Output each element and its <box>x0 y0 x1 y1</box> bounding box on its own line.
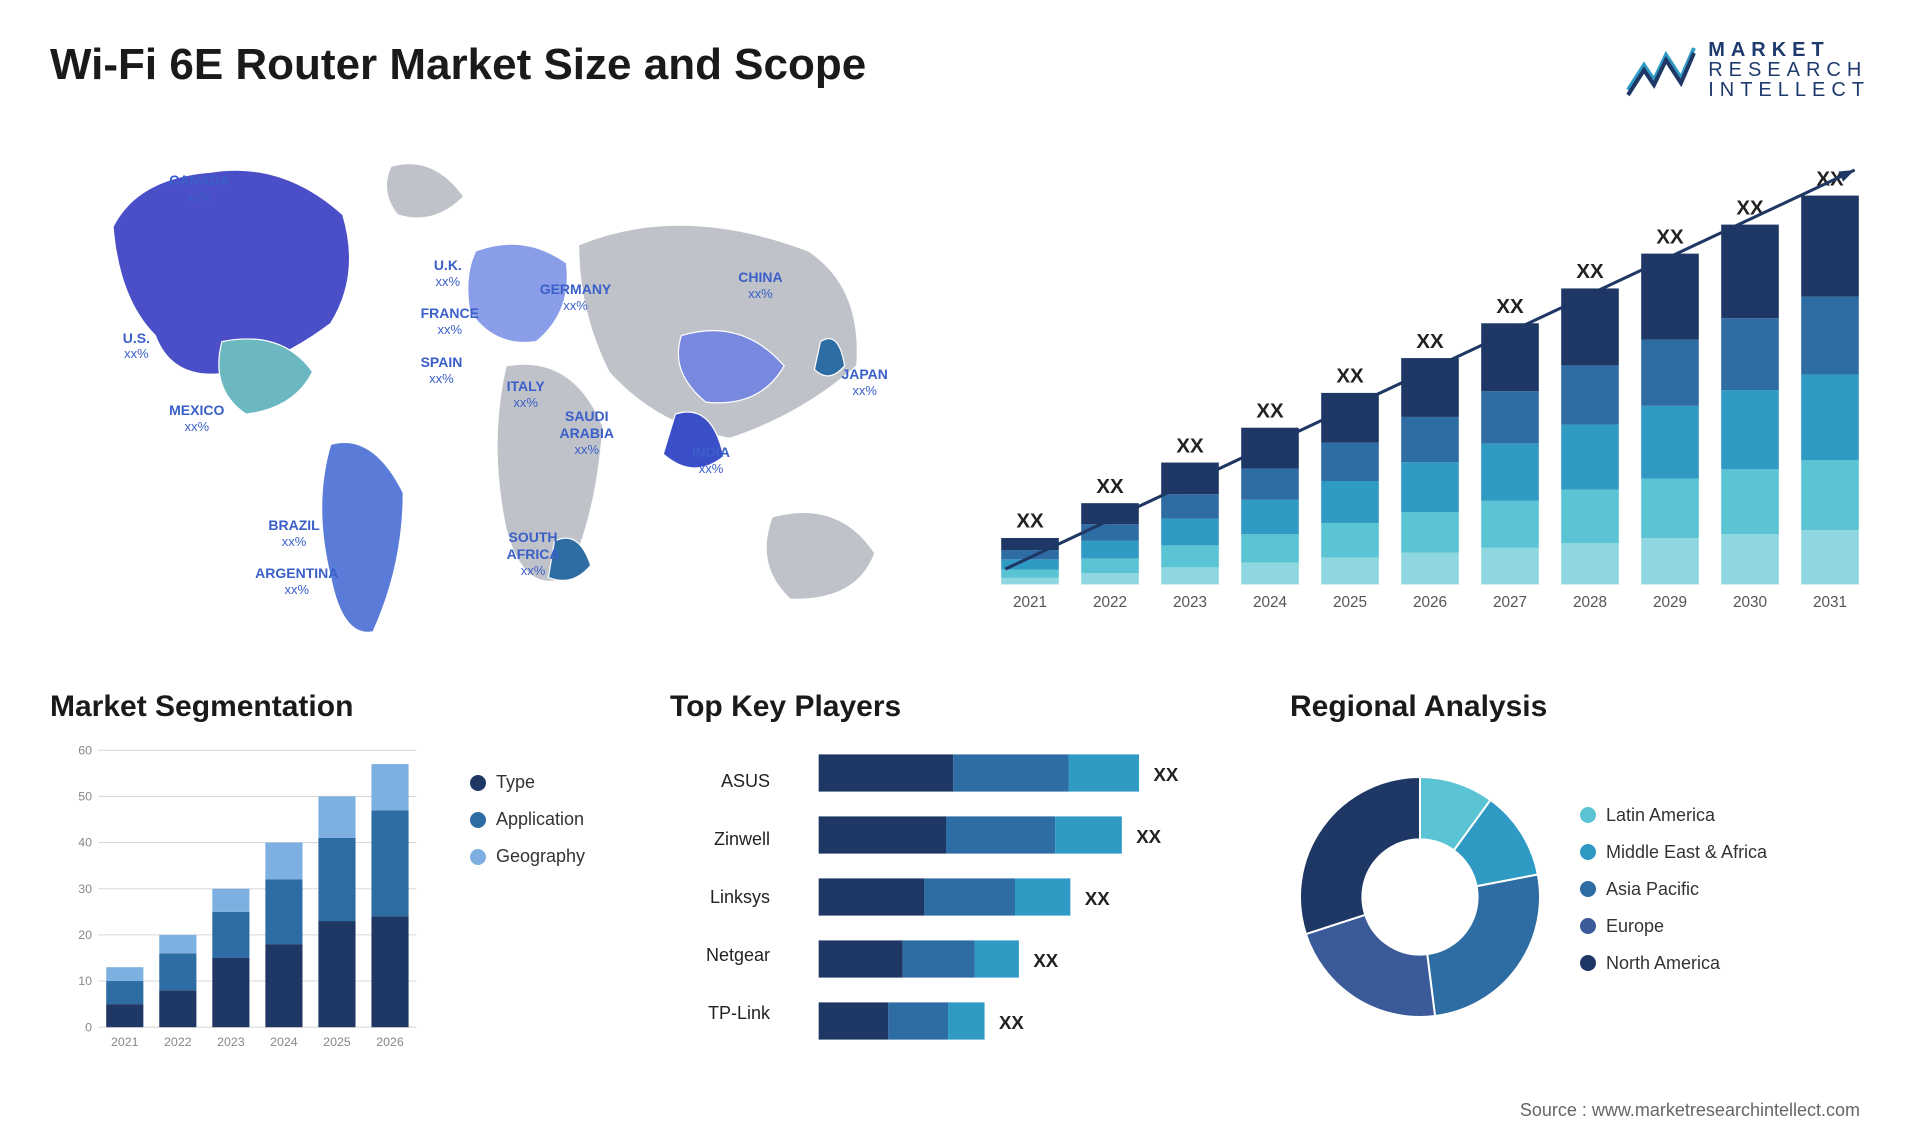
regional-title: Regional Analysis <box>1290 690 1870 724</box>
svg-text:XX: XX <box>1416 330 1444 353</box>
svg-text:2023: 2023 <box>1173 594 1207 611</box>
svg-text:2026: 2026 <box>376 1035 404 1049</box>
svg-text:2022: 2022 <box>1093 594 1127 611</box>
map-label: SAUDIARABIAxx% <box>560 408 614 457</box>
svg-text:2023: 2023 <box>217 1035 245 1049</box>
svg-text:XX: XX <box>1176 434 1204 457</box>
forecast-chart: XX 2021 XX 2022 XX 2023 XX 2024 XX 2025 XX 2026 XX 20… <box>990 130 1870 650</box>
svg-text:XX: XX <box>999 1012 1024 1033</box>
players-labels: ASUS Zinwell Linksys Netgear TP-Link <box>670 742 780 1052</box>
svg-text:2029: 2029 <box>1653 594 1687 611</box>
map-label: GERMANYxx% <box>540 281 612 313</box>
world-map <box>50 130 950 650</box>
svg-text:20: 20 <box>78 928 92 942</box>
svg-text:XX: XX <box>1136 826 1161 847</box>
map-label: CHINAxx% <box>738 269 782 301</box>
map-label: U.S.xx% <box>123 330 150 362</box>
svg-text:2022: 2022 <box>164 1035 192 1049</box>
players-title: Top Key Players <box>670 690 1250 724</box>
player-label: Linksys <box>710 887 770 908</box>
legend-item: Europe <box>1580 916 1767 937</box>
svg-text:30: 30 <box>78 882 92 896</box>
svg-text:2027: 2027 <box>1493 594 1527 611</box>
svg-text:2025: 2025 <box>1333 594 1367 611</box>
players-chart: XX XX XX XX XX <box>780 742 1250 1052</box>
regional-legend: Latin America Middle East & Africa Asia Pa… <box>1580 805 1767 990</box>
segmentation-panel: Market Segmentation 0 10 20 30 40 50 60 2021 202… <box>50 690 630 1070</box>
svg-text:2024: 2024 <box>270 1035 298 1049</box>
logo: MARKET RESEARCH INTELLECT <box>1626 40 1870 100</box>
svg-text:0: 0 <box>85 1020 92 1034</box>
svg-text:2025: 2025 <box>323 1035 351 1049</box>
svg-text:XX: XX <box>1096 475 1124 498</box>
svg-text:2021: 2021 <box>111 1035 139 1049</box>
player-label: ASUS <box>721 771 770 792</box>
legend-item: Application <box>470 809 630 830</box>
segmentation-title: Market Segmentation <box>50 690 630 724</box>
map-label: SOUTHAFRICAxx% <box>507 529 560 578</box>
legend-item: Middle East & Africa <box>1580 842 1767 863</box>
map-label: CANADAxx% <box>169 172 230 204</box>
svg-text:XX: XX <box>1256 399 1284 422</box>
player-label: Netgear <box>706 945 770 966</box>
svg-text:2031: 2031 <box>1813 594 1847 611</box>
svg-text:2030: 2030 <box>1733 594 1767 611</box>
segmentation-chart: 0 10 20 30 40 50 60 2021 2022 2023 2024 2025 2026 <box>50 742 440 1052</box>
map-label: FRANCExx% <box>421 305 479 337</box>
legend-item: Geography <box>470 846 630 867</box>
svg-text:XX: XX <box>1153 764 1178 785</box>
map-label: U.K.xx% <box>434 257 462 289</box>
svg-text:2021: 2021 <box>1013 594 1047 611</box>
map-label: MEXICOxx% <box>169 402 224 434</box>
svg-text:XX: XX <box>1576 260 1604 283</box>
legend-item: Asia Pacific <box>1580 879 1767 900</box>
legend-item: Latin America <box>1580 805 1767 826</box>
player-label: TP-Link <box>708 1003 770 1024</box>
logo-text-3: INTELLECT <box>1708 80 1870 100</box>
logo-text-1: MARKET <box>1708 40 1870 60</box>
map-label: SPAINxx% <box>421 354 463 386</box>
svg-text:2026: 2026 <box>1413 594 1447 611</box>
svg-text:60: 60 <box>78 743 92 757</box>
svg-text:XX: XX <box>1016 510 1044 533</box>
legend-item: Type <box>470 772 630 793</box>
players-panel: Top Key Players ASUS Zinwell Linksys Netgea… <box>670 690 1250 1070</box>
svg-text:XX: XX <box>1496 295 1524 318</box>
svg-text:2028: 2028 <box>1573 594 1607 611</box>
map-label: INDIAxx% <box>692 444 730 476</box>
legend-item: North America <box>1580 953 1767 974</box>
svg-text:XX: XX <box>1033 950 1058 971</box>
segmentation-legend: Type Application Geography <box>470 742 630 1052</box>
svg-text:2024: 2024 <box>1253 594 1288 611</box>
page-title: Wi-Fi 6E Router Market Size and Scope <box>50 40 866 90</box>
world-map-panel: CANADAxx% U.S.xx% MEXICOxx% BRAZILxx% ARGENT… <box>50 130 950 650</box>
svg-text:40: 40 <box>78 836 92 850</box>
svg-text:XX: XX <box>1336 365 1364 388</box>
svg-text:50: 50 <box>78 790 92 804</box>
map-label: ITALYxx% <box>507 378 545 410</box>
player-label: Zinwell <box>714 829 770 850</box>
svg-text:XX: XX <box>1085 888 1110 909</box>
forecast-chart-panel: XX 2021 XX 2022 XX 2023 XX 2024 XX 2025 XX 2026 XX 20… <box>990 130 1870 650</box>
map-label: BRAZILxx% <box>268 517 319 549</box>
source-footer: Source : www.marketresearchintellect.com <box>1520 1100 1860 1121</box>
logo-icon <box>1626 40 1696 100</box>
svg-text:XX: XX <box>1656 225 1684 248</box>
regional-donut <box>1290 767 1550 1027</box>
map-label: ARGENTINAxx% <box>255 565 338 597</box>
map-label: JAPANxx% <box>841 366 887 398</box>
regional-panel: Regional Analysis Latin America Middle Ea… <box>1290 690 1870 1070</box>
logo-text-2: RESEARCH <box>1708 60 1870 80</box>
svg-text:10: 10 <box>78 974 92 988</box>
